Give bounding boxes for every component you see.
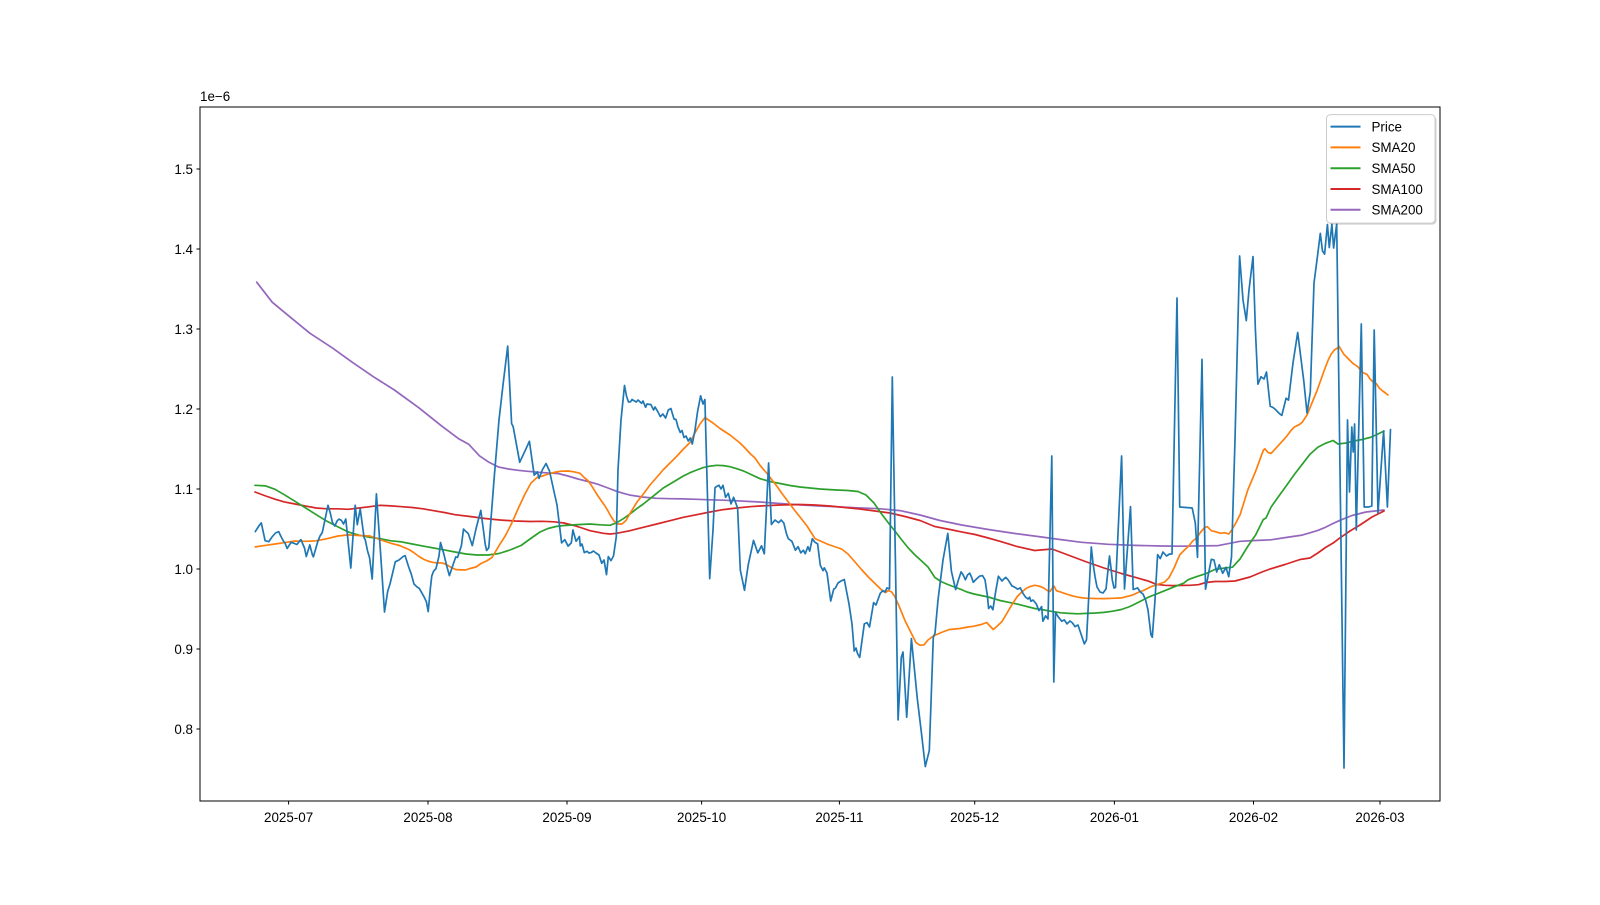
svg-text:2025-09: 2025-09 [542,810,591,825]
svg-text:0.8: 0.8 [174,722,193,737]
svg-text:SMA20: SMA20 [1372,140,1416,155]
svg-text:1.5: 1.5 [174,162,193,177]
svg-text:2026-01: 2026-01 [1090,810,1139,825]
svg-text:SMA100: SMA100 [1372,182,1423,197]
svg-text:SMA200: SMA200 [1372,203,1423,218]
svg-text:2025-08: 2025-08 [403,810,452,825]
svg-text:2025-11: 2025-11 [815,810,863,825]
svg-text:1.3: 1.3 [174,322,193,337]
svg-text:Price: Price [1372,119,1403,134]
svg-text:2025-12: 2025-12 [950,810,999,825]
svg-text:2025-07: 2025-07 [264,810,313,825]
svg-text:2026-02: 2026-02 [1229,810,1278,825]
svg-text:1.2: 1.2 [174,402,193,417]
svg-text:1e−6: 1e−6 [200,89,230,104]
svg-text:0.9: 0.9 [174,642,193,657]
svg-text:2025-10: 2025-10 [677,810,726,825]
svg-text:1.0: 1.0 [174,562,193,577]
svg-text:SMA50: SMA50 [1372,161,1416,176]
svg-text:1.4: 1.4 [174,242,193,257]
svg-text:1.1: 1.1 [174,482,193,497]
svg-text:2026-03: 2026-03 [1355,810,1404,825]
